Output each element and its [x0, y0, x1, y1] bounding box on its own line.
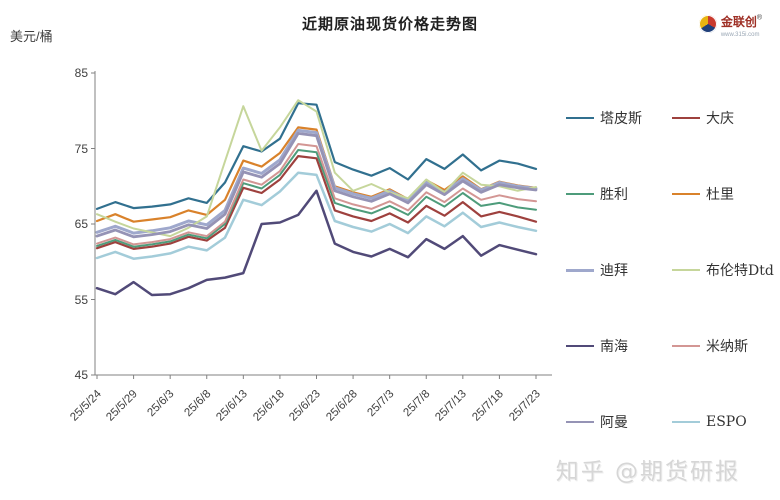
series-line-米纳斯 — [96, 143, 537, 246]
brand-logo: 金联创® www.315i.com — [698, 14, 762, 38]
series-line-迪拜 — [95, 128, 538, 235]
chart-legend: 塔皮斯 大庆胜利 杜里迪拜 布伦特Dtd 南海 米纳斯阿曼 ESPO — [566, 108, 780, 432]
chart-title: 近期原油现货价格走势图 — [301, 16, 478, 33]
series-line-杜里 — [95, 126, 538, 223]
series-line-ESPO — [95, 171, 538, 260]
series-line-布伦特Dtd — [96, 99, 537, 238]
legend-item-南海: 南海 — [566, 336, 672, 356]
legend-label: 米纳斯 — [706, 339, 748, 355]
legend-item-ESPO: ESPO — [672, 412, 780, 432]
legend-label: 布伦特Dtd — [706, 263, 774, 279]
legend-line-icon — [672, 193, 700, 195]
watermark: 知乎 @期货研报 — [555, 459, 740, 485]
legend-item-胜利: 胜利 — [566, 184, 672, 204]
series-line-南海 — [95, 189, 538, 297]
legend-item-迪拜: 迪拜 — [566, 260, 672, 280]
brand-pie-icon — [698, 15, 717, 33]
registered-mark: ® — [756, 14, 762, 22]
y-tick-label: 55 — [74, 292, 88, 307]
y-tick-label: 85 — [74, 66, 88, 80]
legend-label: 杜里 — [706, 187, 734, 203]
legend-item-大庆: 大庆 — [672, 108, 780, 128]
legend-item-米纳斯: 米纳斯 — [672, 336, 780, 356]
y-tick-label: 65 — [74, 217, 88, 231]
series-line-阿曼 — [95, 131, 538, 239]
series-line-塔皮斯 — [95, 102, 538, 210]
legend-line-icon — [566, 345, 594, 347]
legend-label: 南海 — [600, 339, 628, 355]
series-line-胜利 — [96, 149, 537, 248]
y-tick-label: 45 — [74, 368, 88, 382]
legend-line-icon — [672, 421, 700, 423]
legend-line-icon — [672, 269, 700, 271]
legend-line-icon — [566, 193, 594, 195]
legend-label: 大庆 — [706, 111, 734, 127]
legend-label: 迪拜 — [600, 263, 628, 279]
legend-line-icon — [566, 268, 594, 272]
series-line-大庆 — [95, 155, 538, 250]
legend-line-icon — [566, 117, 594, 119]
y-axis-unit-label: 美元/桶 — [10, 29, 53, 44]
brand-url: www.315i.com — [720, 32, 760, 38]
brand-name: 金联创® — [720, 14, 762, 29]
legend-label: 胜利 — [600, 187, 628, 203]
legend-label: ESPO — [706, 414, 747, 430]
y-tick-label: 75 — [74, 141, 88, 156]
legend-line-icon — [672, 345, 700, 347]
legend-label: 塔皮斯 — [600, 111, 642, 127]
legend-item-阿曼: 阿曼 — [566, 412, 672, 432]
legend-item-布伦特Dtd: 布伦特Dtd — [672, 260, 780, 280]
legend-line-icon — [672, 117, 700, 119]
legend-label: 阿曼 — [600, 415, 628, 431]
legend-item-杜里: 杜里 — [672, 184, 780, 204]
legend-item-塔皮斯: 塔皮斯 — [566, 108, 672, 128]
legend-line-icon — [566, 421, 594, 423]
